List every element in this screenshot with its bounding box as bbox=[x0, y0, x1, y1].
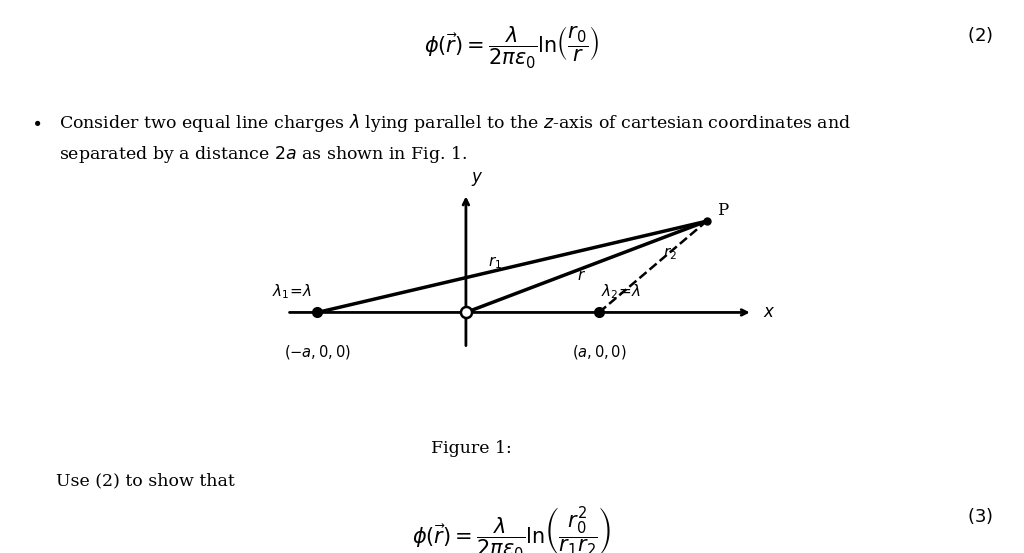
Text: $\phi(\vec{r}) = \dfrac{\lambda}{2\pi\epsilon_0} \ln\!\left(\dfrac{r_0^2}{r_1 r_: $\phi(\vec{r}) = \dfrac{\lambda}{2\pi\ep… bbox=[413, 506, 611, 553]
Text: $\lambda_2\!=\!\lambda$: $\lambda_2\!=\!\lambda$ bbox=[601, 282, 641, 301]
Text: $(a,0,0)$: $(a,0,0)$ bbox=[571, 343, 627, 361]
Text: Consider two equal line charges $\lambda$ lying parallel to the $z$-axis of cart: Consider two equal line charges $\lambda… bbox=[59, 112, 851, 134]
Text: $x$: $x$ bbox=[763, 304, 775, 321]
Text: $\lambda_1\!=\!\lambda$: $\lambda_1\!=\!\lambda$ bbox=[272, 282, 312, 301]
Text: $r_1$: $r_1$ bbox=[488, 255, 502, 272]
Text: separated by a distance $2a$ as shown in Fig. 1.: separated by a distance $2a$ as shown in… bbox=[59, 144, 468, 165]
Text: $y$: $y$ bbox=[471, 170, 483, 188]
Text: $(-a,0,0)$: $(-a,0,0)$ bbox=[284, 343, 351, 361]
Text: $\phi(\vec{r}) = \dfrac{\lambda}{2\pi\epsilon_0} \ln\!\left(\dfrac{r_0}{r}\right: $\phi(\vec{r}) = \dfrac{\lambda}{2\pi\ep… bbox=[424, 25, 600, 71]
Text: $r$: $r$ bbox=[577, 269, 586, 284]
Text: Use (2) to show that: Use (2) to show that bbox=[56, 473, 236, 490]
Text: $r_2$: $r_2$ bbox=[664, 246, 677, 262]
Text: $(2)$: $(2)$ bbox=[968, 25, 993, 45]
Text: P: P bbox=[717, 202, 728, 219]
Text: $(3)$: $(3)$ bbox=[968, 506, 993, 526]
Text: Figure 1:: Figure 1: bbox=[431, 440, 511, 457]
Text: $\bullet$: $\bullet$ bbox=[31, 113, 41, 132]
